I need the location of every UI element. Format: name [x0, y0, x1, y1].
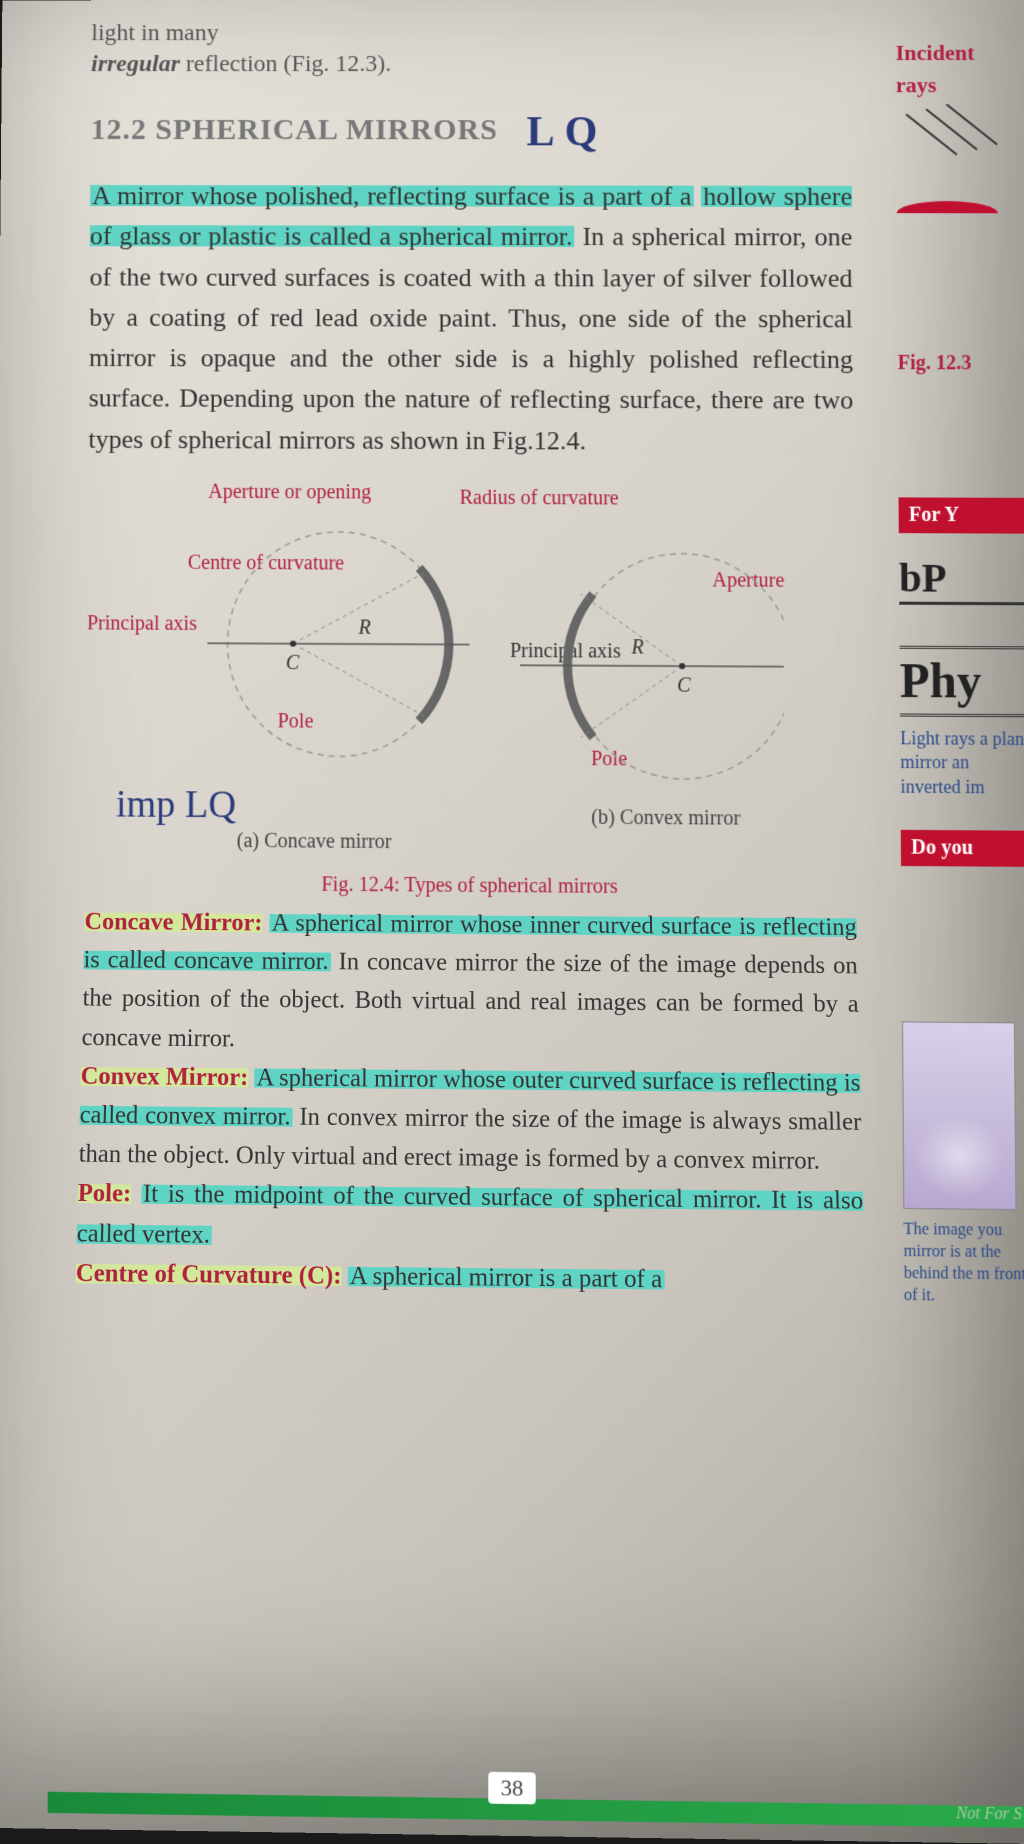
highlight-def-1: A mirror whose polished, reflecting surf…: [90, 181, 693, 211]
top-cut-line: light in many: [91, 20, 976, 47]
right-margin-column: Incident rays Fig. 12.3 For Y bP Phy Lig…: [895, 40, 1024, 1695]
textbook-page: light in many irregular reflection (Fig.…: [0, 0, 1024, 1844]
para1-rest: In a spherical mirror, one of the two cu…: [88, 222, 853, 455]
section-title: SPHERICAL MIRRORS: [155, 113, 498, 146]
page-number: 38: [488, 1772, 535, 1805]
margin-light-rays-text: Light rays a plane mirror an inverted im: [900, 727, 1024, 800]
cut-text: light in many: [91, 20, 218, 46]
margin-rays: rays: [896, 72, 1024, 98]
margin-diagram-box: [902, 1022, 1016, 1211]
rays-icon: [896, 104, 1008, 165]
section-heading: 12.2 SPHERICAL MIRRORS L Q: [90, 108, 977, 157]
caption-convex: (b) Convex mirror: [591, 806, 740, 831]
term-centre: Centre of Curvature (C):: [75, 1259, 341, 1290]
label-radius-curvature: Radius of curvature: [460, 487, 619, 511]
convex-mirror-svg: R C: [520, 533, 784, 801]
caption-concave: (a) Concave mirror: [237, 830, 392, 855]
svg-text:C: C: [677, 674, 691, 697]
not-for-sale-text: Not For S: [956, 1804, 1022, 1824]
def-centre-hl: A spherical mirror is a part of a: [348, 1262, 665, 1293]
for-you-banner: For Y: [899, 497, 1024, 533]
term-convex: Convex Mirror:: [80, 1063, 248, 1092]
label-aperture-opening: Aperture or opening: [208, 481, 371, 505]
label-principal-axis-a: Principal axis: [87, 612, 197, 636]
concave-mirror-svg: R C: [207, 511, 470, 778]
margin-incident: Incident: [895, 40, 1024, 66]
footer-green-bar: [48, 1792, 1024, 1828]
handwritten-imp-lq: imp LQ: [116, 782, 236, 828]
irregular-word: irregular: [91, 51, 180, 77]
figure-caption: Fig. 12.4: Types of spherical mirrors: [85, 872, 856, 901]
reflection-ref: reflection (Fig. 12.3).: [180, 51, 391, 77]
svg-text:C: C: [286, 652, 300, 675]
term-concave: Concave Mirror:: [84, 909, 262, 937]
svg-text:R: R: [358, 617, 371, 640]
margin-fig-12-3: Fig. 12.3: [898, 352, 1024, 376]
term-pole: Pole:: [77, 1180, 131, 1208]
section-number: 12.2: [91, 113, 147, 146]
wavy-surface-icon: [897, 201, 998, 213]
handwritten-lq: L Q: [526, 108, 598, 156]
physics-logo: Phy: [900, 646, 1024, 718]
margin-image-caption: The image you mirror is at the behind th…: [903, 1220, 1024, 1309]
paragraph-1: A mirror whose polished, reflecting surf…: [88, 176, 853, 463]
top-line-2: irregular reflection (Fig. 12.3).: [91, 51, 976, 78]
svg-text:R: R: [630, 636, 643, 659]
diagram-12-4: Aperture or opening Radius of curvature …: [85, 480, 856, 873]
bp-logo: bP: [899, 554, 1024, 606]
do-you-banner: Do you: [901, 830, 1024, 867]
definitions: Concave Mirror: A spherical mirror whose…: [75, 904, 865, 1303]
def-pole-hl: It is the midpoint of the curved surface…: [76, 1181, 863, 1249]
